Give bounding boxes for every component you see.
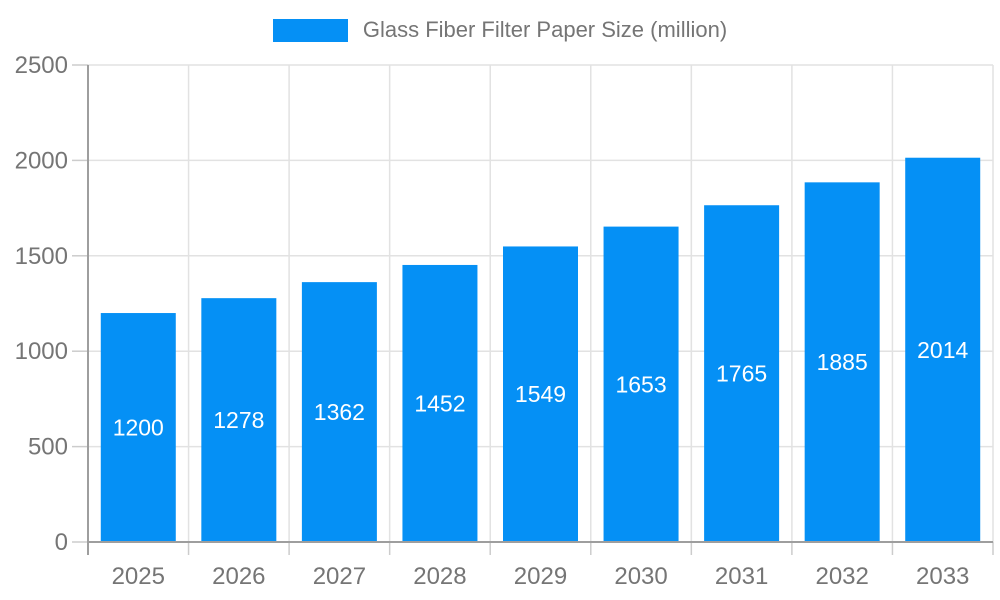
legend-label: Glass Fiber Filter Paper Size (million) xyxy=(362,17,728,42)
bar-2029 xyxy=(503,246,578,542)
x-axis-tick-label: 2029 xyxy=(514,563,567,590)
x-axis-tick-label: 2031 xyxy=(715,563,768,590)
bar-value-label: 1362 xyxy=(314,399,365,425)
bar-value-label: 1549 xyxy=(515,381,566,407)
y-axis-tick-label: 2500 xyxy=(15,52,68,79)
bar-2027 xyxy=(301,282,377,542)
bar-2026 xyxy=(201,298,277,542)
x-axis-tick-label: 2032 xyxy=(815,563,868,590)
bar-value-label: 1452 xyxy=(414,390,465,416)
bar-value-label: 1765 xyxy=(716,361,767,387)
x-axis-tick-label: 2030 xyxy=(614,563,667,590)
legend-swatch xyxy=(272,18,348,42)
bar-2031 xyxy=(704,205,780,542)
bar-value-label: 1278 xyxy=(213,407,264,433)
bar-value-label: 1653 xyxy=(615,371,666,397)
y-axis-tick-label: 2000 xyxy=(15,147,68,174)
bar-value-label: 2014 xyxy=(917,337,968,363)
bar-2030 xyxy=(603,226,679,542)
bar-2025 xyxy=(100,313,176,542)
x-axis-tick-label: 2033 xyxy=(916,563,969,590)
bar-value-label: 1200 xyxy=(113,415,164,441)
x-axis-tick-label: 2028 xyxy=(413,563,466,590)
legend-item[interactable]: Glass Fiber Filter Paper Size (million) xyxy=(0,17,1000,43)
bar-2028 xyxy=(402,264,478,542)
x-axis-tick-label: 2026 xyxy=(212,563,265,590)
y-axis-tick-label: 500 xyxy=(28,434,68,461)
x-axis-tick-label: 2027 xyxy=(313,563,366,590)
y-axis-tick-label: 1500 xyxy=(15,243,68,270)
x-axis-tick-label: 2025 xyxy=(112,563,165,590)
bar-value-label: 1885 xyxy=(817,349,868,375)
bar-2032 xyxy=(804,182,880,543)
y-axis-tick-label: 1000 xyxy=(15,338,68,365)
y-axis-tick-label: 0 xyxy=(55,529,68,556)
bar-2033 xyxy=(905,157,981,542)
